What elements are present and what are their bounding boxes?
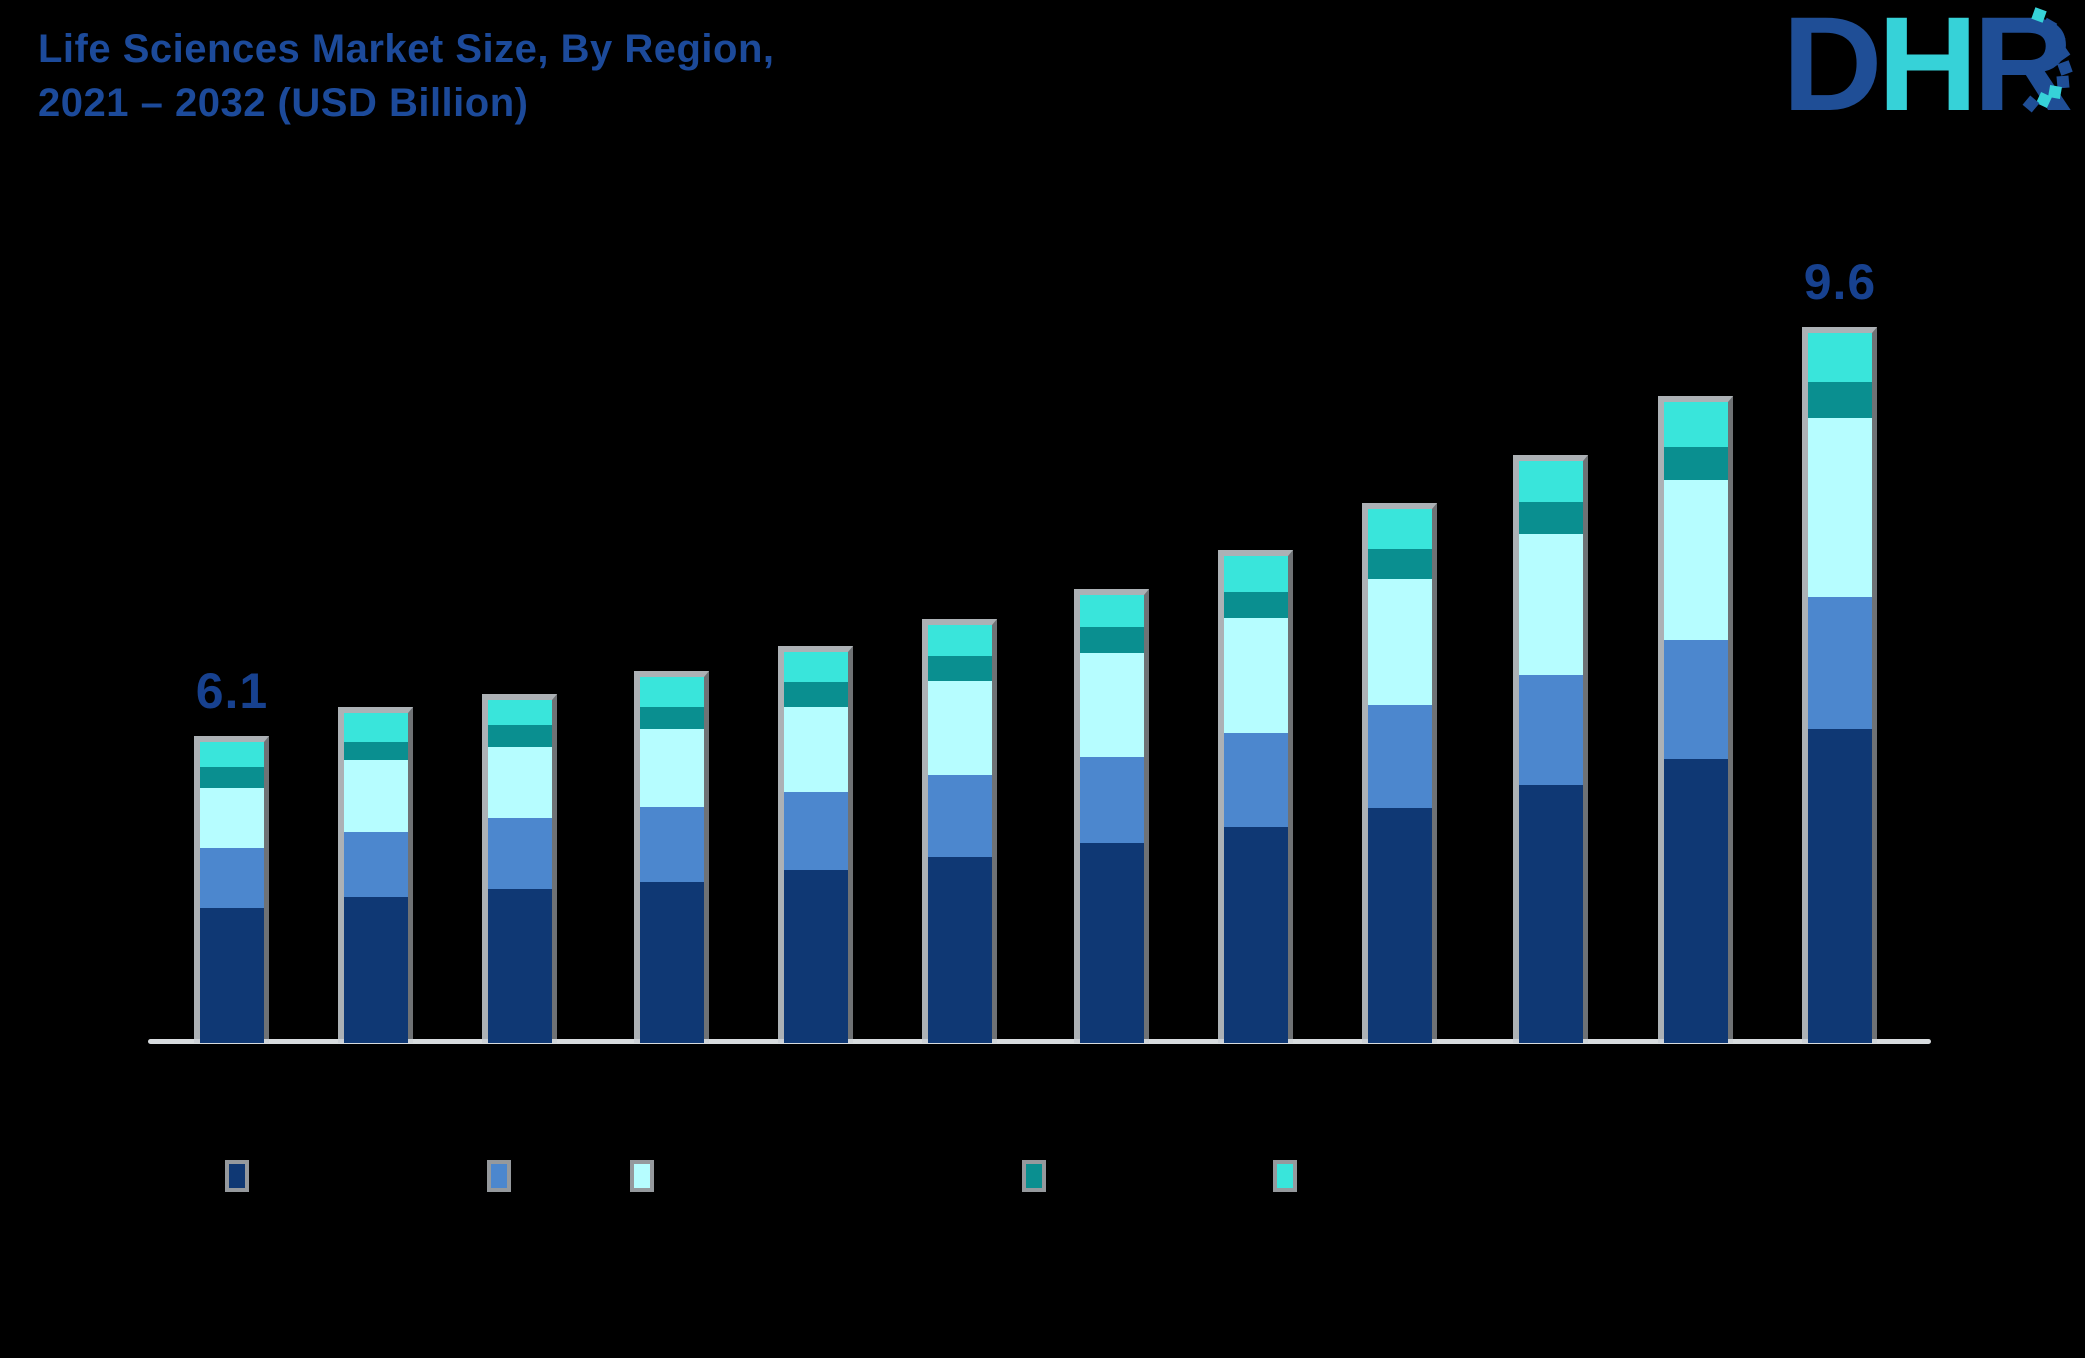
segment-series-2-2021	[200, 848, 264, 908]
segment-series-5-2031	[1664, 402, 1728, 447]
segment-series-4-2026	[928, 656, 992, 681]
segment-series-5-2025	[784, 652, 848, 682]
bar-2032	[1802, 327, 1877, 1043]
bar-2027	[1074, 589, 1149, 1043]
legend-swatch-2	[487, 1160, 511, 1192]
segment-series-4-2024	[640, 707, 704, 729]
logo-letter-h: H	[1877, 0, 1978, 139]
segment-series-3-2024	[640, 729, 704, 807]
segment-series-3-2025	[784, 707, 848, 792]
segment-series-2-2026	[928, 775, 992, 857]
segment-series-1-2024	[640, 882, 704, 1043]
segment-series-2-2024	[640, 807, 704, 882]
segment-series-2-2028	[1224, 733, 1288, 827]
logo-letter-r: R	[1972, 0, 2074, 139]
segment-series-2-2030	[1519, 675, 1583, 785]
segment-series-5-2021	[200, 742, 264, 767]
segment-series-2-2029	[1368, 705, 1432, 808]
segment-series-1-2021	[200, 908, 264, 1043]
segment-series-3-2029	[1368, 579, 1432, 705]
dhr-logo-letters: DHR	[1782, 0, 2074, 132]
segment-series-3-2021	[200, 788, 264, 848]
legend-swatch-1	[225, 1160, 249, 1192]
chart-title-line1: Life Sciences Market Size, By Region,	[38, 27, 775, 71]
segment-series-5-2032	[1808, 333, 1872, 382]
segment-series-3-2028	[1224, 618, 1288, 733]
segment-series-5-2023	[488, 700, 552, 725]
segment-series-5-2029	[1368, 509, 1432, 549]
legend-swatch-3	[630, 1160, 654, 1192]
bar-2024	[634, 671, 709, 1043]
segment-series-2-2022	[344, 832, 408, 897]
segment-series-4-2029	[1368, 549, 1432, 579]
segment-series-4-2027	[1080, 627, 1144, 653]
chart-title: Life Sciences Market Size, By Region, 20…	[38, 22, 775, 130]
legend-swatch-5	[1273, 1160, 1297, 1192]
segment-series-5-2028	[1224, 556, 1288, 592]
segment-series-1-2028	[1224, 827, 1288, 1043]
chart-title-line2: 2021 – 2032 (USD Billion)	[38, 81, 529, 125]
segment-series-5-2024	[640, 677, 704, 707]
logo-letter-d: D	[1782, 0, 1883, 139]
bar-value-label-first: 6.1	[195, 663, 269, 719]
segment-series-4-2032	[1808, 382, 1872, 418]
segment-series-1-2026	[928, 857, 992, 1043]
segment-series-3-2026	[928, 681, 992, 775]
bar-value-label-last: 9.6	[1803, 254, 1877, 310]
segment-series-4-2028	[1224, 592, 1288, 618]
segment-series-5-2026	[928, 625, 992, 656]
x-axis-line	[148, 1039, 1931, 1044]
segment-series-3-2027	[1080, 653, 1144, 757]
segment-series-1-2029	[1368, 808, 1432, 1043]
segment-series-4-2030	[1519, 502, 1583, 534]
bar-2028	[1218, 550, 1293, 1043]
segment-series-1-2023	[488, 889, 552, 1043]
segment-series-4-2021	[200, 767, 264, 788]
segment-series-5-2030	[1519, 461, 1583, 502]
segment-series-5-2022	[344, 713, 408, 742]
segment-series-3-2032	[1808, 418, 1872, 597]
segment-series-1-2032	[1808, 729, 1872, 1043]
segment-series-4-2031	[1664, 447, 1728, 480]
bar-2029	[1362, 503, 1437, 1043]
bar-2026	[922, 619, 997, 1043]
segment-series-1-2030	[1519, 785, 1583, 1043]
dhr-logo: DHR	[1782, 0, 2082, 136]
segment-series-1-2031	[1664, 759, 1728, 1043]
segment-series-3-2022	[344, 760, 408, 832]
segment-series-4-2023	[488, 725, 552, 747]
segment-series-1-2022	[344, 897, 408, 1043]
segment-series-3-2030	[1519, 534, 1583, 675]
bar-2025	[778, 646, 853, 1043]
segment-series-2-2032	[1808, 597, 1872, 729]
segment-series-3-2023	[488, 747, 552, 818]
segment-series-1-2025	[784, 870, 848, 1043]
bar-2030	[1513, 455, 1588, 1043]
segment-series-2-2027	[1080, 757, 1144, 843]
segment-series-3-2031	[1664, 480, 1728, 640]
segment-series-4-2025	[784, 682, 848, 707]
segment-series-2-2025	[784, 792, 848, 870]
bar-2022	[338, 707, 413, 1043]
segment-series-1-2027	[1080, 843, 1144, 1043]
bar-2031	[1658, 396, 1733, 1043]
segment-series-5-2027	[1080, 595, 1144, 627]
segment-series-4-2022	[344, 742, 408, 760]
segment-series-2-2031	[1664, 640, 1728, 759]
segment-series-2-2023	[488, 818, 552, 889]
bar-2023	[482, 694, 557, 1043]
legend-swatch-4	[1022, 1160, 1046, 1192]
bar-2021	[194, 736, 269, 1043]
